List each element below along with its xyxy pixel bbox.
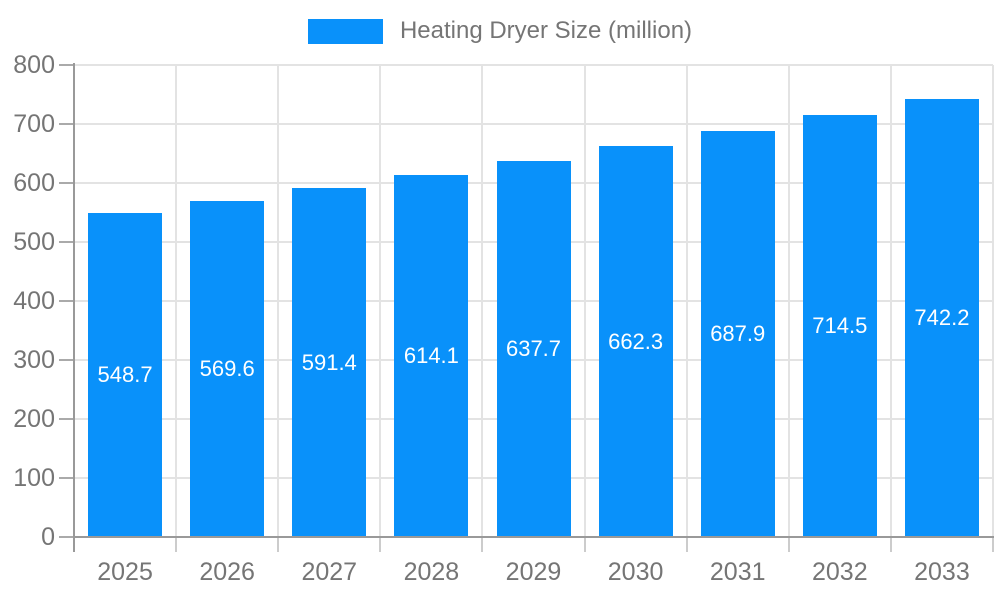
x-tick [992, 537, 994, 552]
vertical-gridline [889, 65, 892, 537]
vertical-gridline [481, 65, 484, 537]
bar-value-label: 687.9 [710, 321, 766, 347]
x-tick [277, 537, 280, 552]
x-axis-label: 2028 [403, 558, 460, 586]
y-axis-label: 400 [13, 287, 55, 315]
vertical-gridline [992, 65, 994, 537]
x-tick [175, 537, 178, 552]
bar-value-label: 591.4 [301, 349, 357, 375]
bar[interactable]: 662.3 [598, 146, 673, 537]
x-tick [379, 537, 382, 552]
y-tick [59, 300, 74, 302]
vertical-gridline [583, 65, 586, 537]
vertical-gridline [685, 65, 688, 537]
y-tick [59, 241, 74, 243]
bar-value-label: 548.7 [97, 362, 153, 388]
x-axis-label: 2026 [199, 558, 255, 586]
bar[interactable]: 742.2 [904, 99, 979, 537]
bar[interactable]: 591.4 [292, 188, 367, 537]
bar[interactable]: 637.7 [496, 160, 571, 537]
vertical-gridline [277, 65, 280, 537]
bar[interactable]: 714.5 [802, 115, 877, 537]
y-axis-label: 500 [13, 228, 55, 256]
x-tick [787, 537, 790, 552]
y-tick [59, 64, 74, 66]
y-axis-line [73, 63, 75, 552]
y-axis-label: 200 [13, 405, 55, 433]
x-tick [889, 537, 892, 552]
y-axis-label: 0 [41, 523, 55, 551]
x-axis-label: 2029 [505, 558, 562, 586]
legend-swatch [307, 18, 383, 44]
x-axis-label: 2025 [97, 558, 153, 586]
x-axis-label: 2033 [914, 558, 970, 586]
x-tick [685, 537, 688, 552]
y-tick [59, 182, 74, 184]
y-axis-label: 700 [13, 110, 55, 138]
x-axis-line [73, 536, 994, 538]
plot-area: 0 100 200 300 400 500 600 700 800 548.7 2025 569.6 2… [13, 51, 994, 586]
x-axis-label: 2030 [607, 558, 664, 586]
y-gridline [74, 64, 993, 66]
y-tick [59, 477, 74, 479]
x-tick [583, 537, 586, 552]
x-tick [481, 537, 484, 552]
bar-value-label: 662.3 [608, 328, 664, 354]
y-tick [59, 418, 74, 420]
legend-label: Heating Dryer Size (million) [399, 17, 693, 44]
x-axis-label: 2027 [301, 558, 358, 586]
bar-value-label: 614.1 [403, 342, 459, 368]
y-tick [59, 123, 74, 125]
vertical-gridline [787, 65, 790, 537]
vertical-gridline [379, 65, 382, 537]
y-tick [59, 536, 74, 538]
bar-value-label: 714.5 [812, 313, 868, 339]
bar-value-label: 742.2 [914, 305, 970, 331]
y-axis-label: 100 [13, 464, 55, 492]
x-axis-label: 2031 [709, 558, 766, 586]
bar-value-label: 637.7 [505, 335, 562, 361]
bar[interactable]: 569.6 [190, 200, 265, 537]
bar[interactable]: 548.7 [88, 213, 163, 537]
y-axis-label: 300 [13, 346, 55, 374]
x-axis-label: 2032 [812, 558, 868, 586]
y-axis-label: 800 [13, 51, 55, 79]
y-axis-label: 600 [13, 169, 55, 197]
bar-value-label: 569.6 [199, 355, 255, 381]
legend[interactable]: Heating Dryer Size (million) [0, 0, 1000, 62]
bar[interactable]: 614.1 [394, 174, 469, 537]
vertical-gridline [175, 65, 178, 537]
bar[interactable]: 687.9 [700, 131, 775, 537]
y-gridline [74, 123, 993, 125]
y-tick [59, 359, 74, 361]
